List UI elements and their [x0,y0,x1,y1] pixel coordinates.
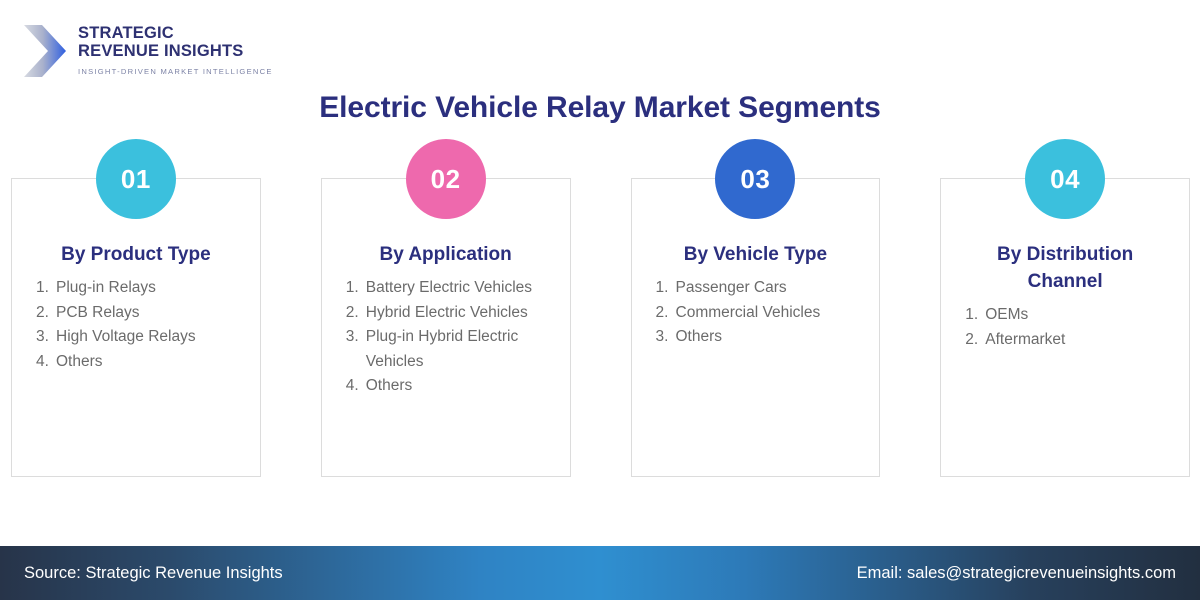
segment-card-list-4: 1. OEMs 2. Aftermarket [957,303,1173,352]
segment-number-badge-3: 03 [715,139,796,219]
segment-cards-row: 01 By Product Type 1. Plug-in Relays 2. PC… [11,139,1190,477]
list-item: 1. Passenger Cars [656,276,864,301]
list-item: 2. Aftermarket [965,328,1173,353]
list-item: 2. Hybrid Electric Vehicles [346,301,554,326]
list-item-number: 2. [36,303,49,321]
footer-source: Source: Strategic Revenue Insights [24,563,283,582]
list-item: 3. Plug-in Hybrid Electric Vehicles [346,325,554,374]
list-item-number: 2. [345,303,359,321]
list-item-label: Battery Electric Vehicles [365,279,533,296]
segment-card-list-2: 1. Battery Electric Vehicles 2. Hybrid Ele… [338,276,554,399]
list-item-label: Passenger Cars [675,279,787,296]
logo-line-1: STRATEGIC [78,24,174,42]
list-item-label: Commercial Vehicles [675,303,821,321]
list-item-label: Hybrid Electric Vehicles [365,303,528,321]
segment-number-badge-4: 04 [1025,139,1106,219]
segment-card-4: 04 By Distribution Channel 1. OEMs 2. Afte… [940,139,1190,477]
chevron-right-gradient-icon [22,22,68,80]
list-item-number: 1. [655,279,669,296]
segment-card-3: 03 By Vehicle Type 1. Passenger Cars 2. Co… [630,139,881,477]
list-item-label: Others [365,377,413,394]
segment-number-badge-2: 02 [405,139,486,219]
list-item-number: 2. [965,330,979,348]
list-item: 4. Others [346,374,554,399]
list-item: 3. High Voltage Relays [36,325,244,350]
list-item: 1. Battery Electric Vehicles [346,276,554,301]
list-item-label: OEMs [985,306,1029,323]
segment-card-title-2: By Application [379,244,512,265]
segment-card-2: 02 By Application 1. Battery Electric Veh… [320,139,571,477]
list-item-number: 3. [345,328,359,345]
segment-card-list-1: 1. Plug-in Relays 2. PCB Relays 3. High Vol… [28,276,244,374]
logo-line-2: REVENUE INSIGHTS [78,42,244,60]
list-item-number: 4. [345,377,359,394]
list-item: 1. Plug-in Relays [36,276,244,301]
list-item-number: 1. [345,279,359,296]
list-item-number: 3. [36,328,49,345]
list-item: 4. Others [36,350,244,375]
list-item-number: 1. [36,279,49,296]
list-item-number: 2. [655,303,669,321]
list-item-number: 1. [965,306,979,323]
page-title: Electric Vehicle Relay Market Segments [319,91,881,124]
list-item-label: Others [675,328,723,345]
list-item-label: PCB Relays [56,303,140,321]
list-item: 1. OEMs [965,303,1173,328]
list-item-number: 3. [655,328,669,345]
footer-email[interactable]: Email: sales@strategicrevenueinsights.co… [856,563,1176,582]
segment-card-1: 01 By Product Type 1. Plug-in Relays 2. PC… [11,139,261,477]
list-item: 3. Others [656,325,864,350]
list-item-label: Others [56,352,103,370]
list-item: 2. Commercial Vehicles [656,301,864,326]
brand-logo: STRATEGIC REVENUE INSIGHTS INSIGHT-DRIVE… [22,18,282,88]
segment-card-list-3: 1. Passenger Cars 2. Commercial Vehicles 3… [648,276,864,350]
list-item: 2. PCB Relays [36,301,244,326]
segment-number-badge-1: 01 [95,139,176,219]
list-item-label: Plug-in Relays [56,279,156,296]
segment-card-title-4: By Distribution Channel [997,244,1134,292]
segment-card-title-1: By Product Type [61,244,211,265]
list-item-number: 4. [36,352,49,370]
logo-tagline: INSIGHT-DRIVEN MARKET INTELLIGENCE [78,67,273,76]
footer-bar: Source: Strategic Revenue Insights Email… [0,546,1200,600]
list-item-label: Plug-in Hybrid Electric Vehicles [365,328,519,370]
list-item-label: Aftermarket [985,330,1066,348]
logo-wordmark: STRATEGIC REVENUE INSIGHTS INSIGHT-DRIVE… [78,24,273,76]
list-item-label: High Voltage Relays [56,328,196,345]
segment-card-title-3: By Vehicle Type [683,244,828,265]
